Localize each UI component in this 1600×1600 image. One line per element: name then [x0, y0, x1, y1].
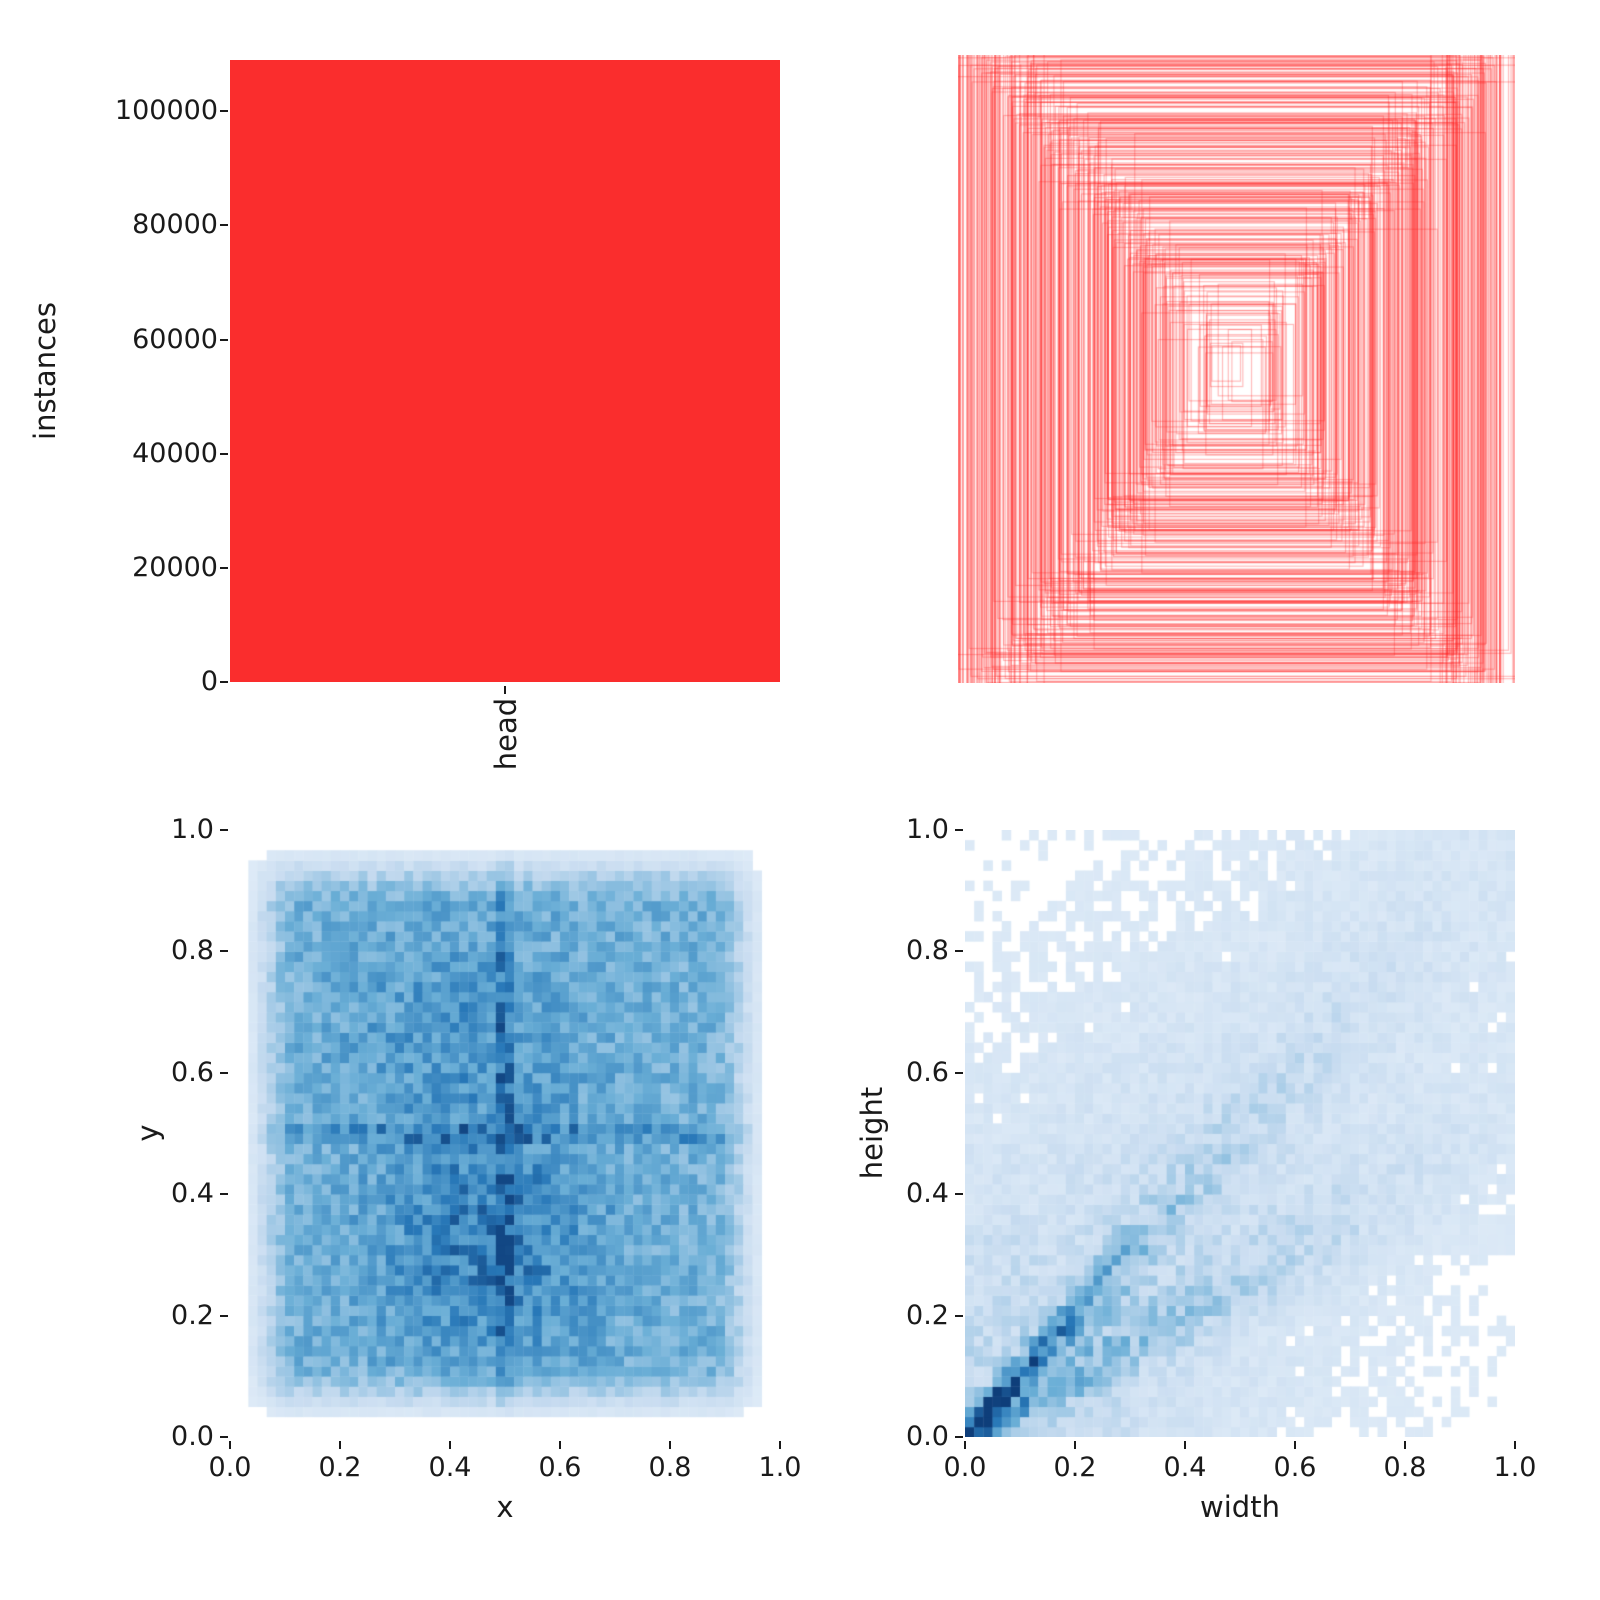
- tick-label: 0.0: [943, 1452, 987, 1483]
- tick-mark: [955, 829, 963, 831]
- tick-mark: [1294, 1441, 1296, 1449]
- tick-label: 1.0: [758, 1452, 802, 1483]
- tick-mark: [339, 1441, 341, 1449]
- tick-mark: [964, 1441, 966, 1449]
- tick-label: 0.0: [906, 1421, 949, 1452]
- tick-label: 0.4: [428, 1452, 472, 1483]
- tick-mark: [559, 1441, 561, 1449]
- tick-label: 0.8: [906, 935, 949, 967]
- tick-mark: [1184, 1441, 1186, 1449]
- tick-mark: [779, 1441, 781, 1449]
- bar-head: [230, 60, 780, 682]
- tick-label: 20000: [132, 551, 218, 583]
- tick-mark: [220, 829, 228, 831]
- tick-mark: [220, 1193, 228, 1196]
- ylabel-height: height: [855, 1086, 889, 1180]
- tick-mark: [220, 1314, 228, 1317]
- tick-mark: [220, 681, 228, 683]
- tick-label: 60000: [132, 323, 218, 355]
- boxes-overlay-plot: [958, 55, 1515, 683]
- tick-label: 0.0: [171, 1421, 214, 1452]
- tick-label: 80000: [132, 209, 218, 241]
- tick-mark: [220, 1071, 228, 1074]
- tick-label: 0.2: [906, 1299, 949, 1331]
- tick-label: 0.6: [171, 1056, 214, 1088]
- tick-mark: [220, 1436, 228, 1438]
- tick-label: 0.4: [171, 1178, 214, 1210]
- tick-label: 0.6: [906, 1056, 949, 1088]
- tick-label: 100000: [114, 95, 218, 127]
- tick-mark: [955, 1436, 963, 1438]
- tick-label: 0.4: [906, 1178, 949, 1210]
- tick-mark: [504, 686, 506, 694]
- tick-label: 0.8: [648, 1452, 692, 1483]
- tick-mark: [229, 1441, 231, 1449]
- ylabel-instances: instances: [28, 302, 62, 440]
- tick-label: 40000: [132, 437, 218, 469]
- tick-label: 0.8: [171, 935, 214, 967]
- tick-mark: [955, 1193, 963, 1196]
- width-height-heatmap: [965, 830, 1515, 1437]
- xy-heatmap: [230, 830, 780, 1437]
- tick-mark: [220, 950, 228, 953]
- tick-label: 0.4: [1163, 1452, 1207, 1483]
- tick-mark: [220, 338, 228, 341]
- tick-label: 1.0: [906, 814, 949, 845]
- tick-label: 0.0: [208, 1452, 252, 1483]
- tick-label: 0.2: [171, 1299, 214, 1331]
- tick-label: 0.6: [1273, 1452, 1317, 1483]
- tick-mark: [220, 452, 228, 455]
- tick-label: 1.0: [171, 814, 214, 845]
- tick-mark: [220, 224, 228, 227]
- ylabel-y: y: [131, 1124, 165, 1142]
- tick-mark: [955, 1071, 963, 1074]
- tick-label: 0.2: [318, 1452, 362, 1483]
- tick-label: 0.2: [1053, 1452, 1097, 1483]
- xtick-label-head: head: [489, 697, 523, 771]
- tick-label: 0.8: [1383, 1452, 1427, 1483]
- tick-mark: [1074, 1441, 1076, 1449]
- tick-mark: [669, 1441, 671, 1449]
- tick-mark: [449, 1441, 451, 1449]
- tick-mark: [1404, 1441, 1406, 1449]
- xlabel-x: x: [496, 1490, 514, 1524]
- tick-mark: [955, 950, 963, 953]
- tick-mark: [220, 110, 228, 113]
- xlabel-width: width: [1200, 1490, 1280, 1524]
- tick-mark: [955, 1314, 963, 1317]
- tick-label: 0.6: [538, 1452, 582, 1483]
- tick-label: 1.0: [1493, 1452, 1537, 1483]
- tick-mark: [220, 566, 228, 569]
- tick-mark: [1514, 1441, 1516, 1449]
- tick-label: 0: [200, 666, 218, 697]
